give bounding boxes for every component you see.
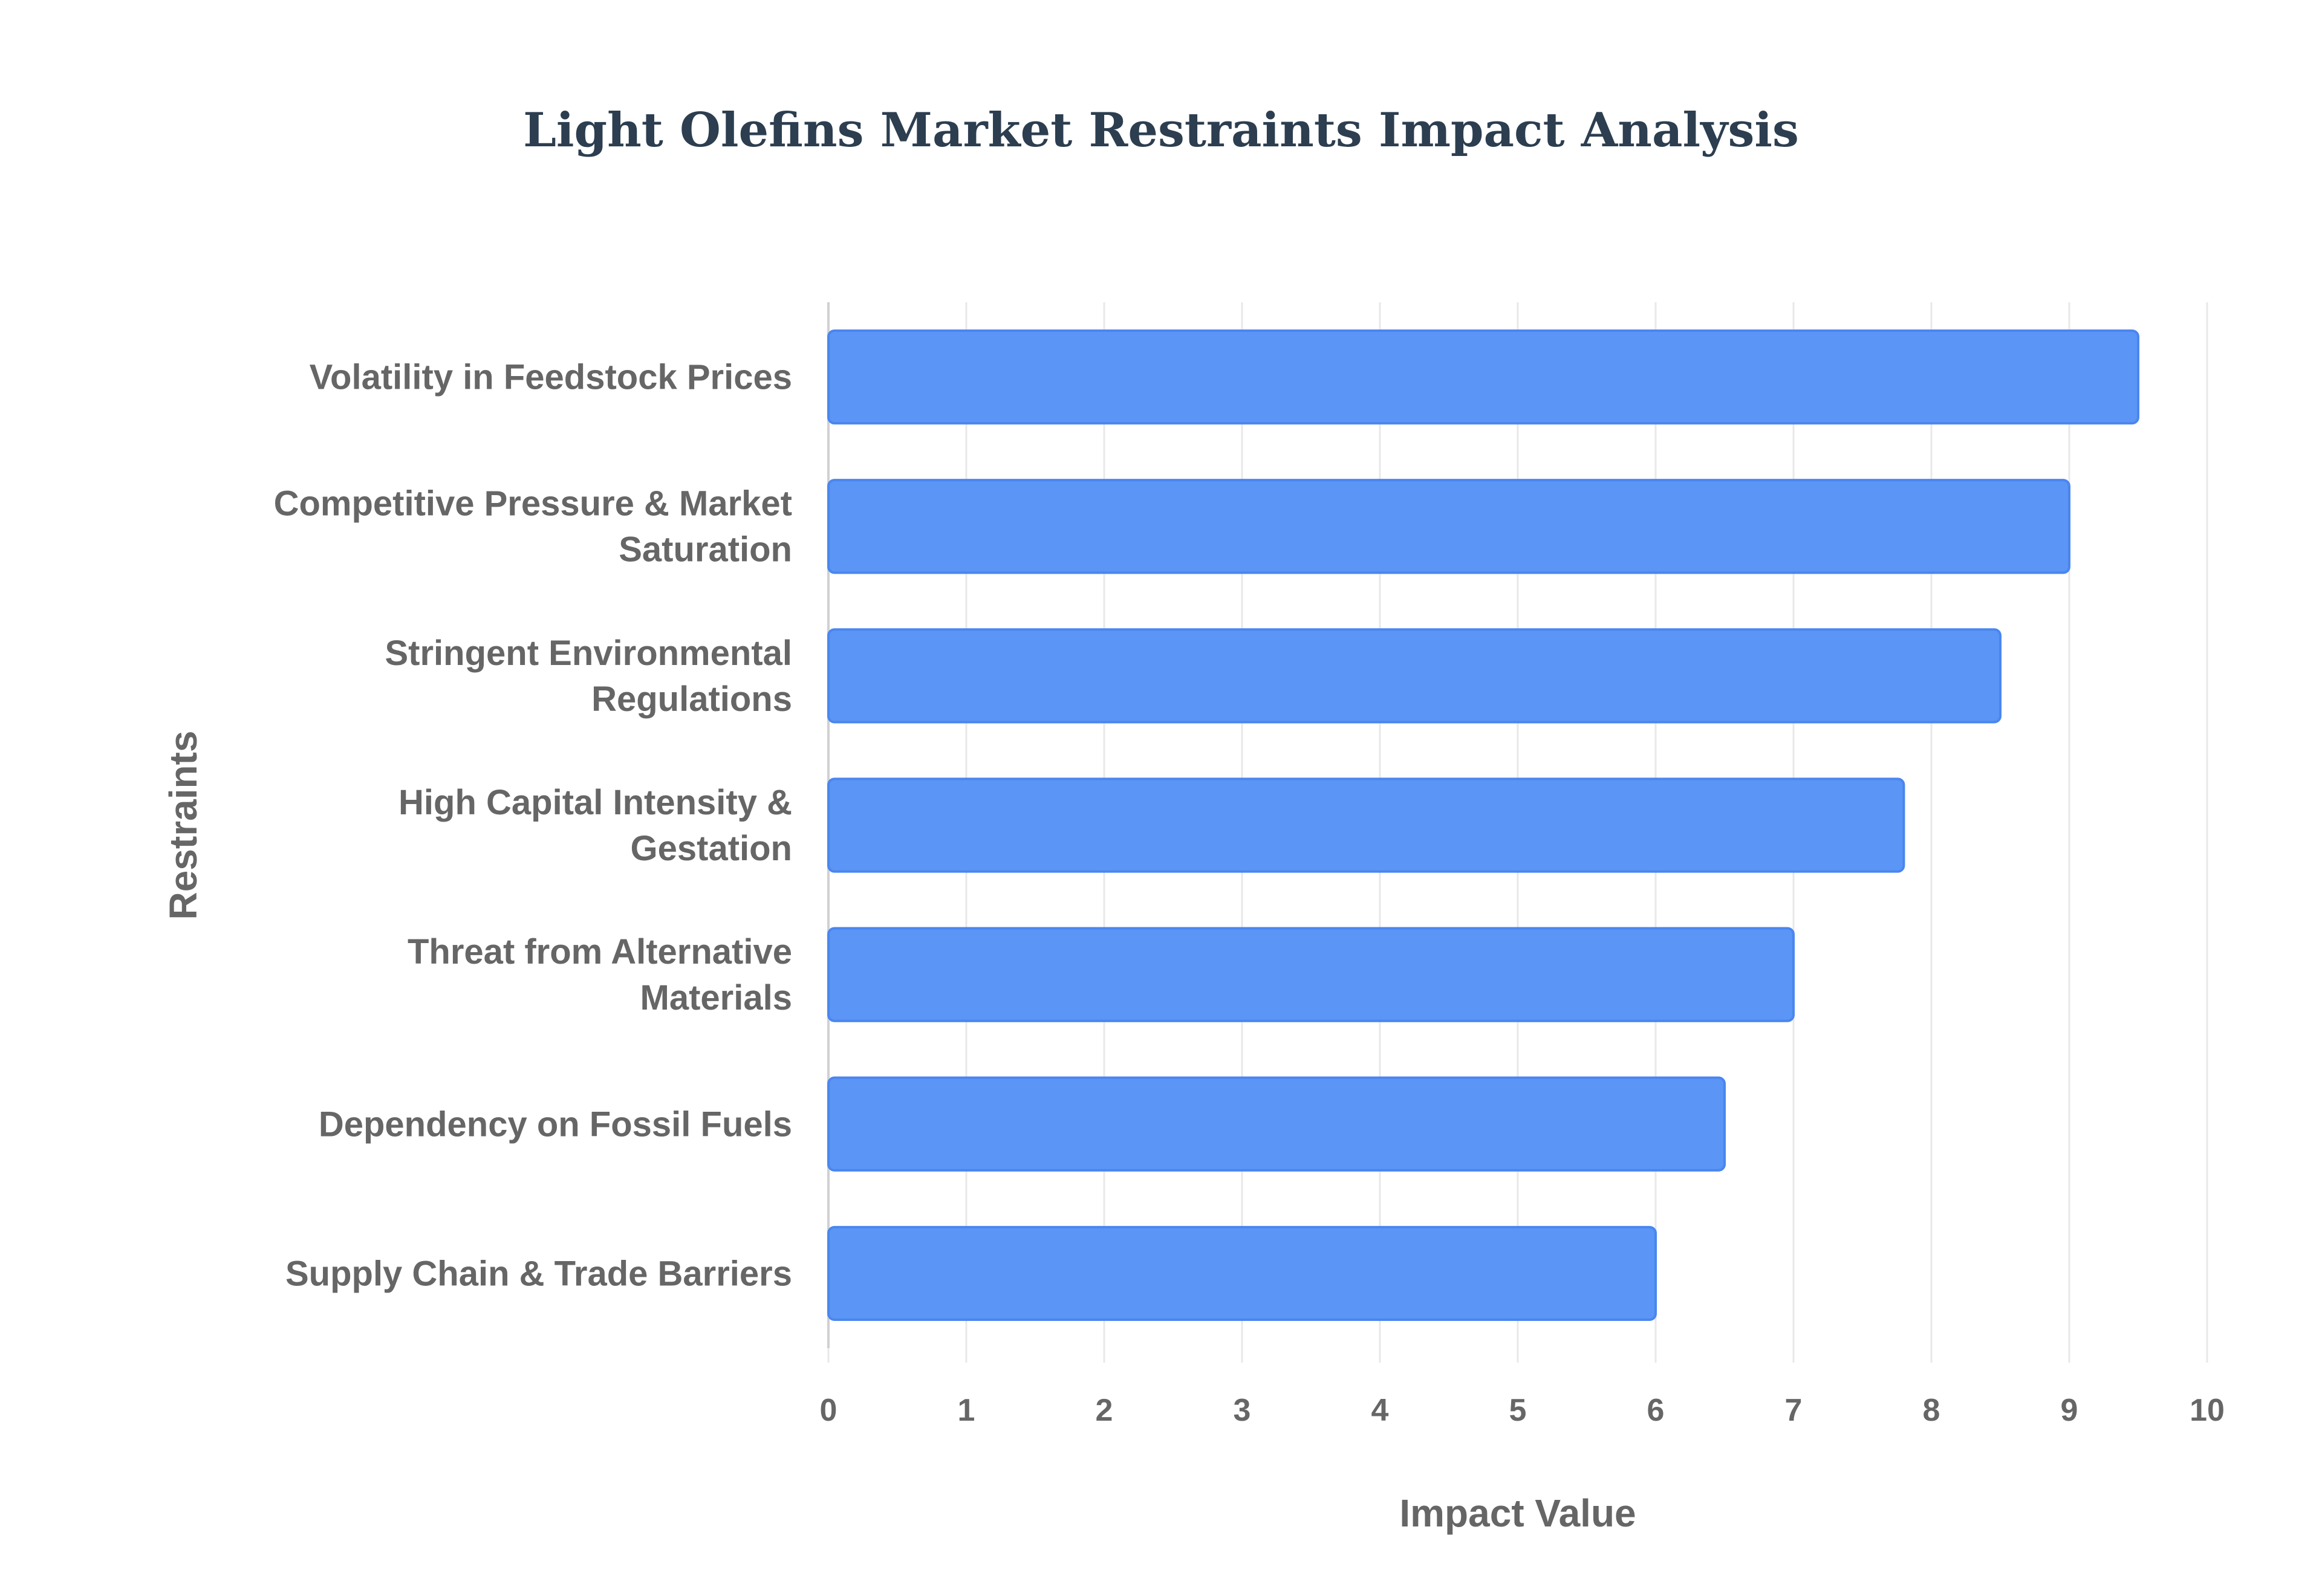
x-tick-label: 4: [1371, 1393, 1389, 1428]
category-label-line: Competitive Pressure & Market: [274, 484, 792, 524]
x-tick-label: 6: [1647, 1393, 1665, 1428]
x-tick-label: 1: [958, 1393, 975, 1428]
x-tick-label: 9: [2061, 1393, 2078, 1428]
category-label-line: Gestation: [631, 829, 793, 868]
chart-title: Light Olefins Market Restraints Impact A…: [523, 103, 1799, 158]
category-label-line: Regulations: [591, 680, 792, 719]
category-label-line: Materials: [640, 978, 792, 1017]
bar: [827, 628, 2002, 724]
x-tick-label: 8: [1923, 1393, 1940, 1428]
x-tick-label: 5: [1509, 1393, 1527, 1428]
category-label: Dependency on Fossil Fuels: [319, 1105, 792, 1144]
bar: [827, 329, 2139, 425]
x-tick-label: 0: [820, 1393, 837, 1428]
y-axis-title: Restraints: [161, 731, 205, 920]
bar: [827, 479, 2070, 574]
category-labels: Volatility in Feedstock Prices Competitiv…: [274, 358, 792, 1294]
category-label-line: Stringent Environmental: [385, 634, 792, 673]
category-label-line: Supply Chain & Trade Barriers: [285, 1254, 792, 1293]
x-axis-title: Impact Value: [1399, 1491, 1636, 1535]
bar: [827, 777, 1905, 873]
bar: [827, 1225, 1657, 1322]
category-label: Volatility in Feedstock Prices: [310, 358, 792, 397]
bar: [827, 1076, 1726, 1172]
category-label-line: Volatility in Feedstock Prices: [310, 358, 792, 397]
x-tick-label: 10: [2190, 1393, 2225, 1428]
x-tick-label: 7: [1785, 1393, 1803, 1428]
bar: [827, 927, 1795, 1022]
category-label: Supply Chain & Trade Barriers: [285, 1254, 792, 1293]
category-label-line: High Capital Intensity &: [398, 783, 792, 822]
x-tick-label: 3: [1234, 1393, 1251, 1428]
category-label: Threat from Alternative Materials: [408, 932, 792, 1017]
x-tick-labels: 0 1 2 3 4 5 6 7 8 9 10: [820, 1393, 2225, 1428]
category-label-line: Saturation: [619, 530, 792, 569]
x-tick-label: 2: [1096, 1393, 1113, 1428]
category-label: High Capital Intensity & Gestation: [398, 783, 792, 868]
category-label: Stringent Environmental Regulations: [385, 634, 792, 719]
category-label-line: Dependency on Fossil Fuels: [319, 1105, 792, 1144]
bar-series: [827, 329, 2139, 1322]
category-label: Competitive Pressure & Market Saturation: [274, 484, 792, 569]
category-label-line: Threat from Alternative: [408, 932, 792, 972]
